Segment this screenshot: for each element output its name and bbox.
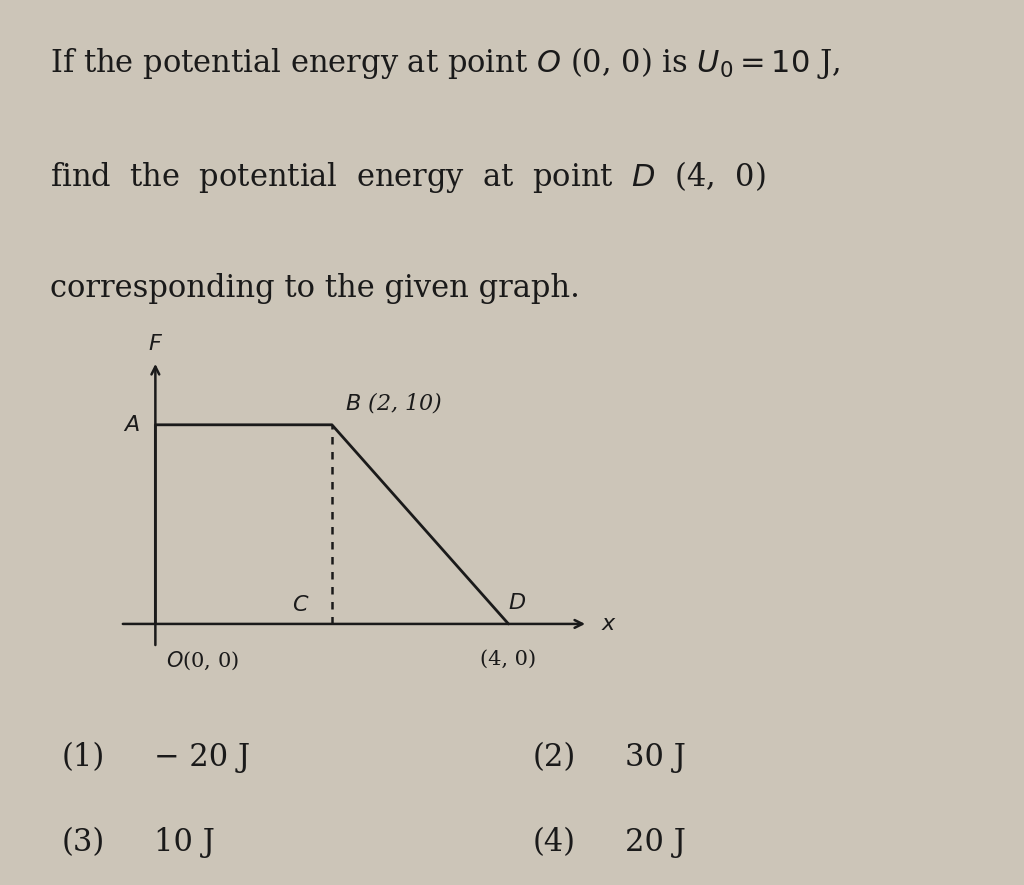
Text: $A$: $A$ bbox=[123, 414, 139, 435]
Text: find  the  potential  energy  at  point  $\mathit{D}$  (4,  0): find the potential energy at point $\mat… bbox=[50, 159, 766, 195]
Text: corresponding to the given graph.: corresponding to the given graph. bbox=[50, 273, 580, 304]
Text: (4, 0): (4, 0) bbox=[480, 650, 537, 669]
Text: (4): (4) bbox=[532, 827, 575, 858]
Text: $O$(0, 0): $O$(0, 0) bbox=[166, 650, 239, 673]
Text: (3): (3) bbox=[61, 827, 104, 858]
Text: $D$: $D$ bbox=[509, 592, 526, 614]
Text: (2): (2) bbox=[532, 743, 575, 773]
Text: $B$ (2, 10): $B$ (2, 10) bbox=[345, 390, 442, 415]
Text: − 20 J: − 20 J bbox=[154, 743, 250, 773]
Text: $C$: $C$ bbox=[293, 594, 310, 616]
Text: 10 J: 10 J bbox=[154, 827, 214, 858]
Text: 30 J: 30 J bbox=[625, 743, 685, 773]
Text: 20 J: 20 J bbox=[625, 827, 685, 858]
Text: $F$: $F$ bbox=[147, 333, 163, 355]
Text: If the potential energy at point $\mathit{O}$ (0, 0) is $U_0 = 10$ J,: If the potential energy at point $\mathi… bbox=[50, 44, 841, 81]
Text: $x$: $x$ bbox=[601, 613, 617, 635]
Text: (1): (1) bbox=[61, 743, 104, 773]
